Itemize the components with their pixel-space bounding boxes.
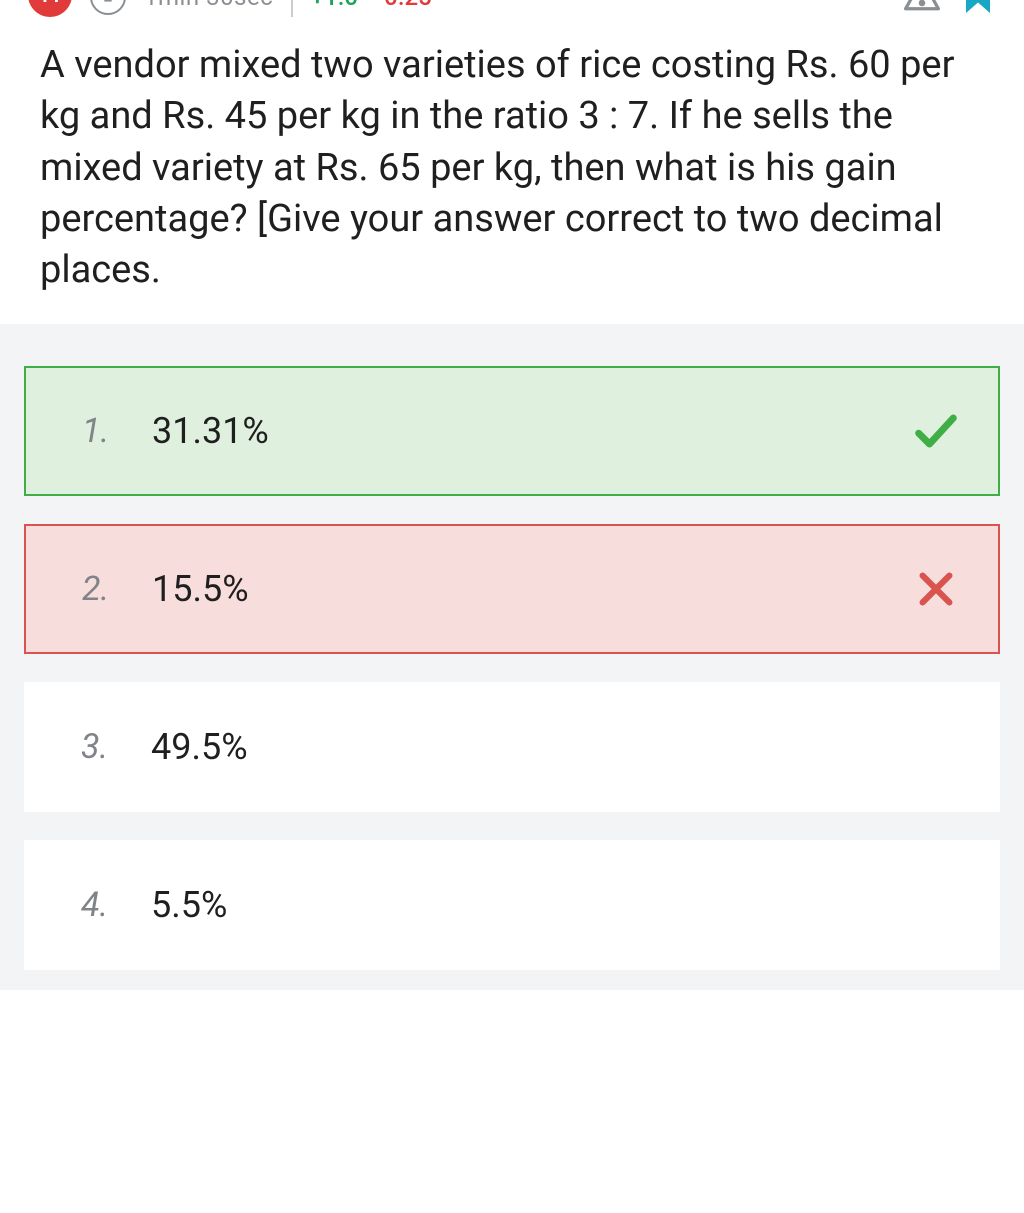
check-icon xyxy=(908,403,964,459)
option-number: 2. xyxy=(82,569,152,609)
option-number: 1. xyxy=(82,411,152,451)
option-text: 5.5% xyxy=(151,884,965,926)
neutral-face-icon xyxy=(90,0,126,15)
option-4[interactable]: 4. 5.5% xyxy=(24,840,1000,970)
negative-marks: -0.25 xyxy=(376,0,432,11)
option-text: 31.31% xyxy=(152,410,908,452)
question-text-block: A vendor mixed two varieties of rice cos… xyxy=(0,28,1024,324)
question-number-badge: 11 xyxy=(28,0,72,17)
option-number: 3. xyxy=(81,727,151,767)
positive-marks: +1.0 xyxy=(311,0,358,11)
option-number: 4. xyxy=(81,885,151,925)
question-text: A vendor mixed two varieties of rice cos… xyxy=(40,40,988,296)
option-text: 49.5% xyxy=(151,726,965,768)
question-header: 11 1min 30sec +1.0 -0.25 xyxy=(0,0,1024,28)
options-list: 1. 31.31% 2. 15.5% 3. 49.5% 4. 5.5% xyxy=(0,324,1024,990)
cross-icon xyxy=(908,561,964,617)
divider xyxy=(291,0,293,17)
report-icon[interactable] xyxy=(902,0,942,19)
timer-text: 1min 30sec xyxy=(144,0,273,11)
option-1[interactable]: 1. 31.31% xyxy=(24,366,1000,496)
option-text: 15.5% xyxy=(152,568,908,610)
bookmark-icon[interactable] xyxy=(960,0,996,20)
option-2[interactable]: 2. 15.5% xyxy=(24,524,1000,654)
option-3[interactable]: 3. 49.5% xyxy=(24,682,1000,812)
